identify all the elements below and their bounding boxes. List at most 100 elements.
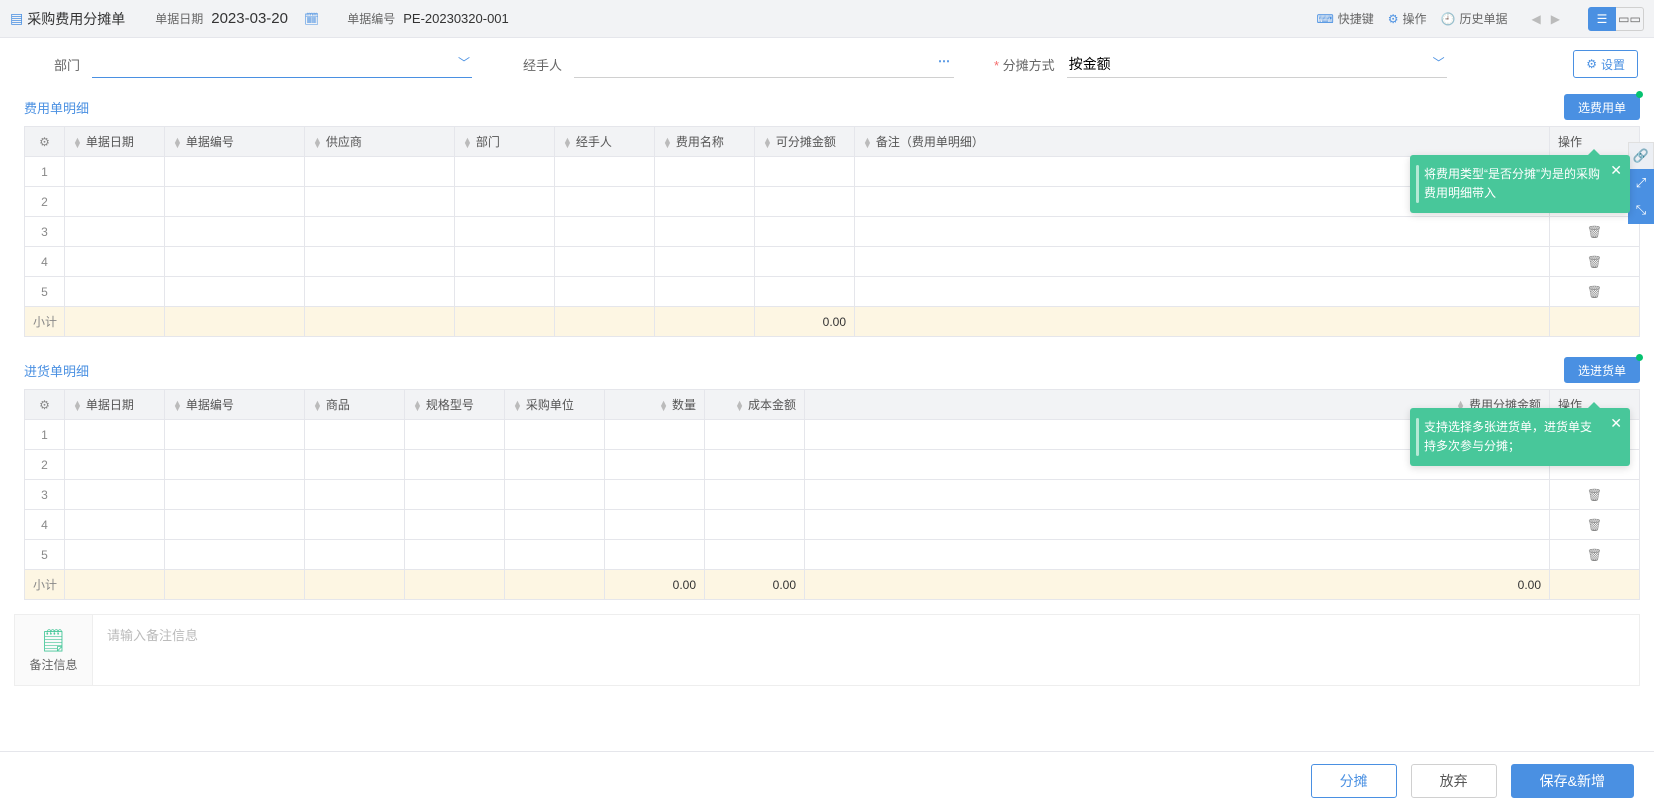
handler-input[interactable] — [574, 50, 954, 78]
cell[interactable] — [655, 247, 755, 277]
cell[interactable] — [755, 157, 855, 187]
table-row[interactable]: 2 — [25, 450, 1640, 480]
cell[interactable] — [65, 420, 165, 450]
cell[interactable] — [405, 540, 505, 570]
col-allocatable[interactable]: ▲▼可分摊金额 — [755, 127, 855, 157]
dept-input[interactable] — [92, 50, 472, 78]
cell[interactable] — [305, 217, 455, 247]
cell[interactable] — [505, 480, 605, 510]
cell[interactable] — [65, 540, 165, 570]
cell[interactable] — [555, 187, 655, 217]
cell[interactable] — [65, 247, 165, 277]
cell[interactable] — [455, 157, 555, 187]
cell[interactable] — [655, 277, 755, 307]
cell[interactable] — [165, 540, 305, 570]
close-icon[interactable]: ✕ — [1610, 416, 1622, 430]
cell[interactable] — [305, 510, 405, 540]
save-new-button[interactable]: 保存&新增 — [1511, 764, 1634, 798]
table-row[interactable]: 1 — [25, 420, 1640, 450]
table-row[interactable]: 5🗑 — [25, 277, 1640, 307]
select-expense-button[interactable]: 选费用单 — [1564, 94, 1640, 120]
cell[interactable] — [165, 157, 305, 187]
cell[interactable] — [305, 540, 405, 570]
cell[interactable] — [165, 187, 305, 217]
table-settings-header[interactable]: ⚙ — [25, 390, 65, 420]
cell[interactable] — [755, 277, 855, 307]
cell[interactable] — [805, 540, 1550, 570]
table-row[interactable]: 4🗑 — [25, 510, 1640, 540]
cell[interactable] — [655, 187, 755, 217]
cell[interactable] — [305, 450, 405, 480]
cell[interactable] — [165, 217, 305, 247]
cell[interactable] — [705, 420, 805, 450]
cell[interactable] — [655, 217, 755, 247]
operate-action[interactable]: ⚙操作 — [1388, 10, 1427, 27]
cell[interactable] — [705, 540, 805, 570]
col-unit[interactable]: ▲▼采购单位 — [505, 390, 605, 420]
col-dept[interactable]: ▲▼部门 — [455, 127, 555, 157]
cell[interactable] — [455, 217, 555, 247]
trash-icon[interactable]: 🗑 — [1587, 225, 1602, 239]
cell[interactable] — [455, 277, 555, 307]
cell[interactable] — [805, 480, 1550, 510]
table-row[interactable]: 5🗑 — [25, 540, 1640, 570]
col-spec[interactable]: ▲▼规格型号 — [405, 390, 505, 420]
cell[interactable] — [305, 187, 455, 217]
cell[interactable] — [405, 420, 505, 450]
col-product[interactable]: ▲▼商品 — [305, 390, 405, 420]
cell[interactable] — [455, 247, 555, 277]
discard-button[interactable]: 放弃 — [1411, 764, 1497, 798]
table-row[interactable]: 4🗑 — [25, 247, 1640, 277]
table-row[interactable]: 3🗑 — [25, 217, 1640, 247]
cell[interactable] — [605, 540, 705, 570]
shortcut-action[interactable]: ⌨快捷键 — [1316, 10, 1373, 27]
cell[interactable] — [605, 480, 705, 510]
cell[interactable] — [65, 480, 165, 510]
cell[interactable] — [505, 450, 605, 480]
cell[interactable] — [165, 480, 305, 510]
cell[interactable] — [165, 277, 305, 307]
cell[interactable] — [805, 510, 1550, 540]
col-handler[interactable]: ▲▼经手人 — [555, 127, 655, 157]
cell[interactable] — [555, 157, 655, 187]
cell[interactable] — [305, 277, 455, 307]
cell[interactable] — [855, 217, 1550, 247]
cell[interactable] — [705, 480, 805, 510]
cell[interactable] — [605, 510, 705, 540]
trash-icon[interactable]: 🗑 — [1587, 548, 1602, 562]
cell[interactable] — [165, 450, 305, 480]
date-value[interactable]: 2023-03-20 — [211, 10, 288, 27]
cell[interactable] — [855, 247, 1550, 277]
select-purchase-button[interactable]: 选进货单 — [1564, 357, 1640, 383]
cell[interactable] — [855, 277, 1550, 307]
cell[interactable] — [65, 510, 165, 540]
table-settings-header[interactable]: ⚙ — [25, 127, 65, 157]
cell[interactable] — [705, 510, 805, 540]
cell[interactable] — [65, 450, 165, 480]
trash-icon[interactable]: 🗑 — [1587, 518, 1602, 532]
cell[interactable] — [605, 450, 705, 480]
cell[interactable] — [65, 157, 165, 187]
expand-bottom-icon[interactable]: ⤡ — [1628, 196, 1654, 224]
cell[interactable] — [305, 480, 405, 510]
expand-top-icon[interactable]: ⤢ — [1628, 169, 1654, 197]
cell[interactable] — [705, 450, 805, 480]
cell[interactable] — [505, 510, 605, 540]
history-action[interactable]: 🕘历史单据 — [1441, 10, 1508, 27]
col-remark[interactable]: ▲▼备注（费用单明细） — [855, 127, 1550, 157]
cell[interactable] — [505, 540, 605, 570]
cell[interactable] — [655, 157, 755, 187]
cell[interactable] — [165, 247, 305, 277]
cell[interactable] — [165, 420, 305, 450]
trash-icon[interactable]: 🗑 — [1587, 285, 1602, 299]
col-qty[interactable]: ▲▼数量 — [605, 390, 705, 420]
cell[interactable] — [555, 217, 655, 247]
cell[interactable] — [165, 510, 305, 540]
col-expense-name[interactable]: ▲▼费用名称 — [655, 127, 755, 157]
cell[interactable] — [65, 187, 165, 217]
allocate-button[interactable]: 分摊 — [1311, 764, 1397, 798]
col-date[interactable]: ▲▼单据日期 — [65, 127, 165, 157]
table-row[interactable]: 1 — [25, 157, 1640, 187]
remarks-input[interactable] — [93, 615, 1639, 685]
next-doc-icon[interactable]: ▶ — [1551, 12, 1560, 26]
